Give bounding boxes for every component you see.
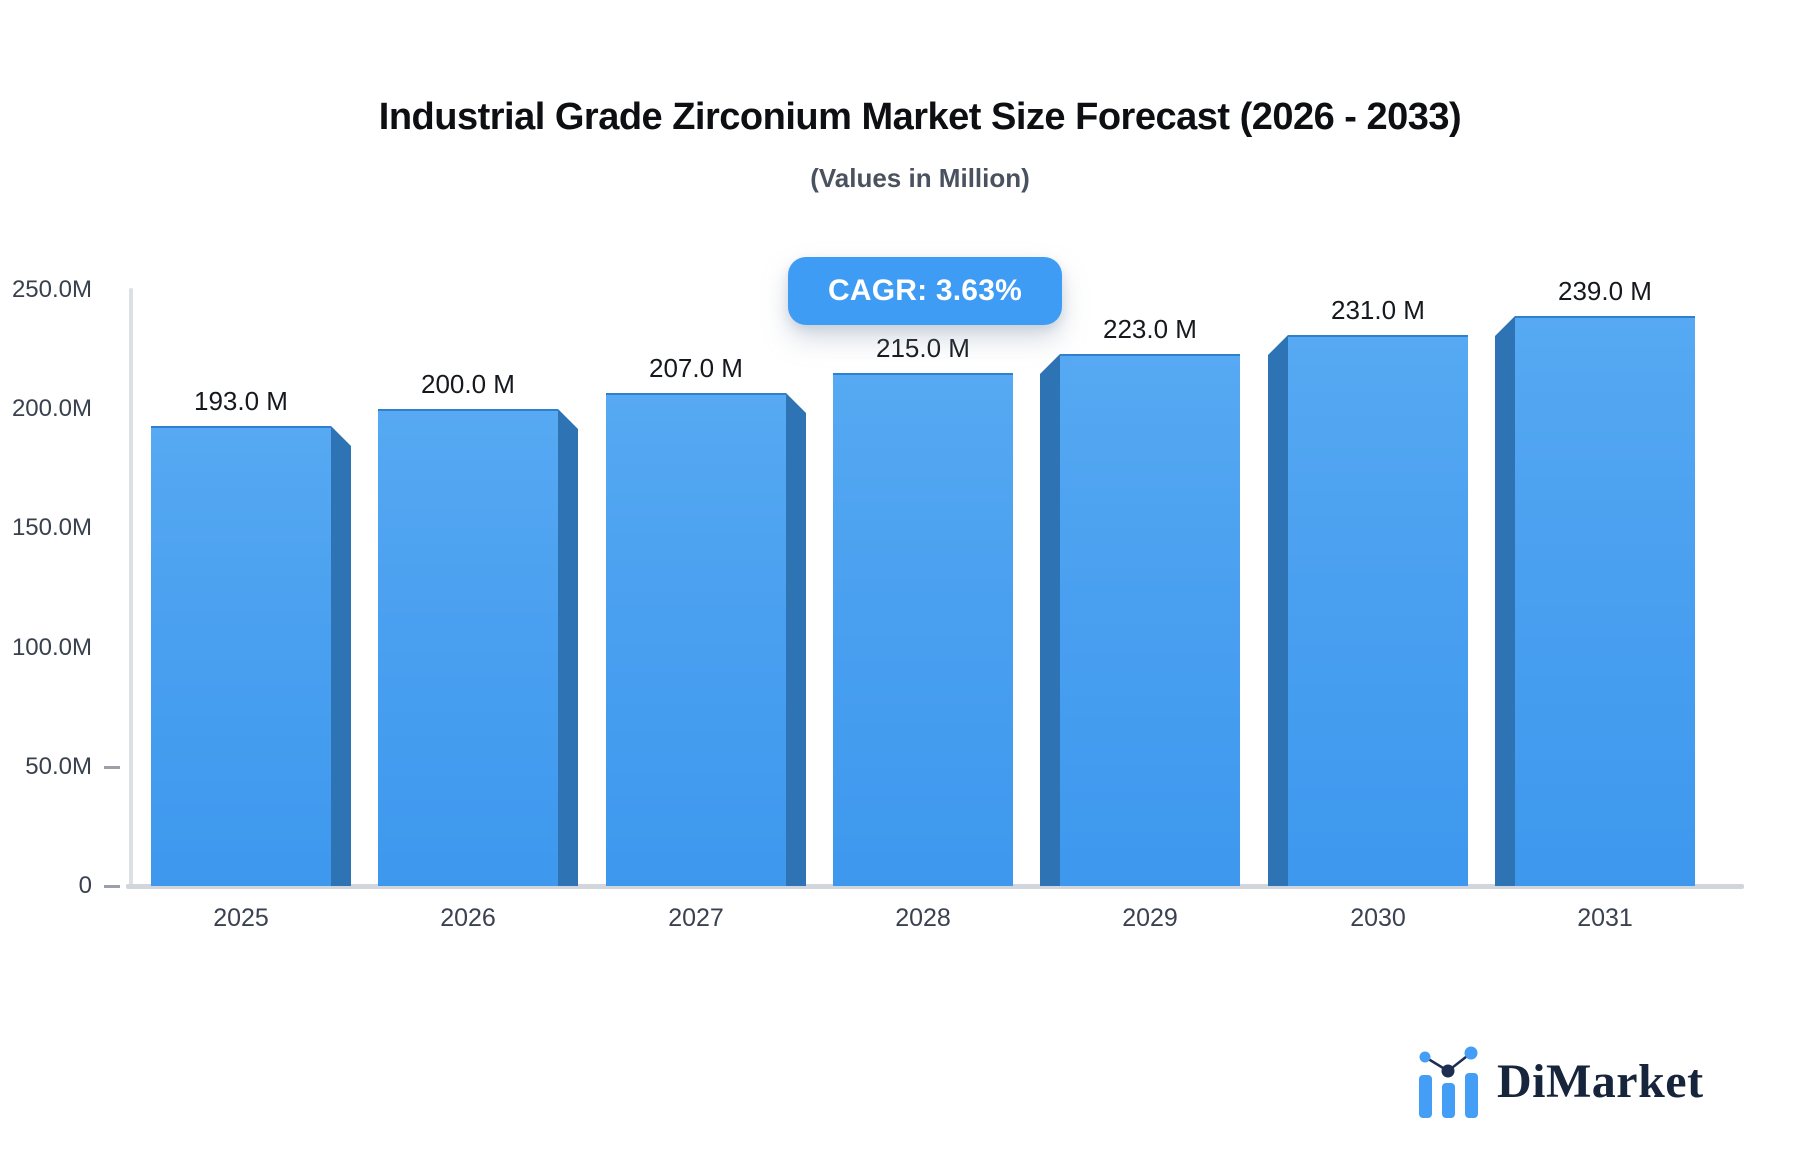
bar-face: [378, 409, 558, 886]
chart-header: Industrial Grade Zirconium Market Size F…: [40, 96, 1800, 194]
bar-value-label: 215.0 M: [876, 333, 970, 363]
cagr-badge-label: CAGR: 3.63%: [828, 274, 1022, 307]
y-axis-label: 50.0M: [25, 752, 92, 780]
bar-face: [151, 426, 331, 886]
y-axis-label: 150.0M: [11, 514, 92, 542]
bar-2030[interactable]: [1268, 335, 1468, 886]
y-axis-tick: [104, 765, 120, 769]
bar-value-label: 231.0 M: [1331, 295, 1425, 325]
x-axis-label: 2027: [668, 904, 724, 932]
bar-face: [1288, 335, 1468, 886]
bar-side-panel: [331, 426, 351, 886]
bar-face: [1515, 316, 1695, 886]
bar-value-label: 200.0 M: [421, 369, 515, 399]
bar-side-panel: [786, 393, 806, 886]
bar-2027[interactable]: [606, 393, 806, 886]
bar-face: [833, 373, 1013, 886]
x-axis-label: 2025: [213, 904, 269, 932]
bar-2026[interactable]: [378, 409, 578, 886]
bar-face: [1060, 354, 1240, 886]
chart-title: Industrial Grade Zirconium Market Size F…: [378, 96, 1462, 138]
x-axis-label: 2028: [895, 904, 951, 932]
y-axis-label: 0: [78, 872, 92, 899]
bar-value-label: 193.0 M: [194, 386, 288, 416]
bar-value-label: 223.0 M: [1103, 314, 1197, 344]
y-axis-label: 100.0M: [11, 633, 92, 661]
y-axis-label: 200.0M: [11, 395, 92, 423]
bar-value-label: 239.0 M: [1558, 276, 1652, 306]
bar-2029[interactable]: [1040, 354, 1240, 886]
bar-side-panel: [1495, 316, 1515, 886]
bar-side-panel: [558, 409, 578, 886]
bar-2025[interactable]: [151, 426, 351, 886]
bar-face: [606, 393, 786, 886]
y-axis-tick: [104, 885, 120, 888]
bar-2028[interactable]: [833, 373, 1013, 886]
x-axis-label: 2030: [1350, 904, 1406, 932]
bar-value-label: 207.0 M: [649, 353, 743, 383]
x-axis-label: 2031: [1577, 904, 1633, 932]
bar-side-panel: [1268, 335, 1288, 886]
x-axis-label: 2029: [1122, 904, 1178, 932]
bar-2031[interactable]: [1495, 316, 1695, 886]
x-axis-baseline: [126, 884, 1744, 889]
chart-subtitle: (Values in Million): [810, 163, 1030, 193]
cagr-badge: CAGR: 3.63%: [788, 257, 1062, 325]
dimarket-logo[interactable]: DiMarket: [1415, 1042, 1704, 1122]
dimarket-logo-text: DiMarket: [1497, 1055, 1704, 1108]
bar-side-panel: [1040, 354, 1060, 886]
y-axis-line: [129, 288, 133, 888]
mini-bar-chart-logo-icon: [1419, 1046, 1478, 1118]
x-axis-label: 2026: [440, 904, 496, 932]
y-axis-label: 250.0M: [11, 276, 92, 303]
